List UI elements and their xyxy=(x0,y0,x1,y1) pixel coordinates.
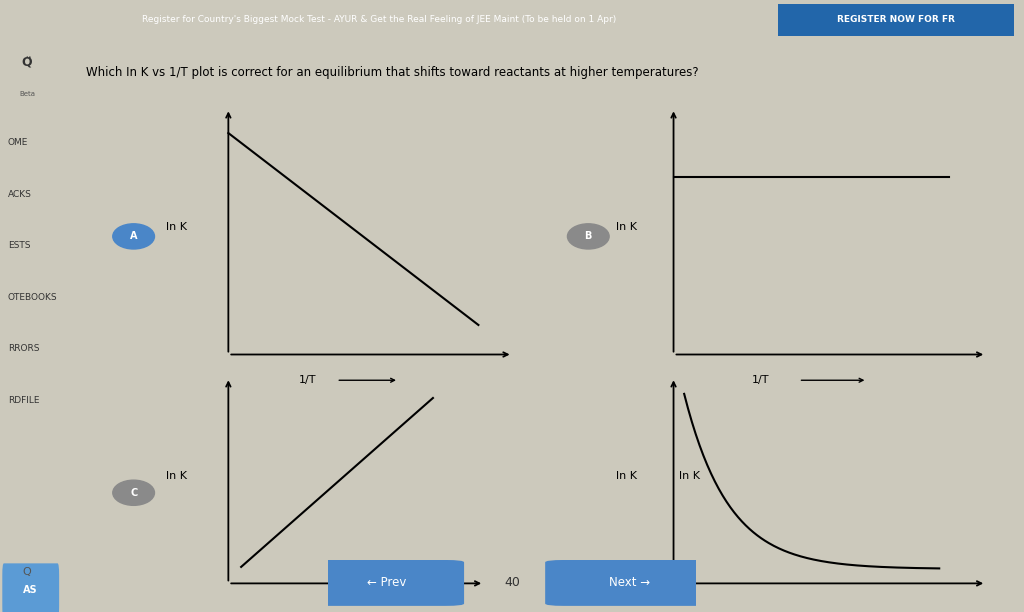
Text: ln K: ln K xyxy=(166,222,186,231)
Text: RDFILE: RDFILE xyxy=(8,396,39,405)
Text: C: C xyxy=(130,488,137,498)
Text: OTEBOOKS: OTEBOOKS xyxy=(8,293,57,302)
Text: ← Prev: ← Prev xyxy=(367,577,407,589)
Text: Beta: Beta xyxy=(18,91,35,97)
Text: ln K: ln K xyxy=(615,222,637,231)
Text: A: A xyxy=(130,231,137,241)
Text: ln K: ln K xyxy=(615,471,637,481)
Text: Which In K vs 1/T plot is correct for an equilibrium that shifts toward reactant: Which In K vs 1/T plot is correct for an… xyxy=(86,65,699,78)
FancyBboxPatch shape xyxy=(309,560,464,606)
Text: 1/T: 1/T xyxy=(299,375,316,385)
Text: REGISTER NOW FOR FR: REGISTER NOW FOR FR xyxy=(837,15,955,24)
Text: Q: Q xyxy=(23,567,32,577)
Circle shape xyxy=(567,224,609,249)
FancyBboxPatch shape xyxy=(2,564,59,612)
Text: OME: OME xyxy=(8,138,28,147)
Text: 40: 40 xyxy=(504,577,520,589)
Text: Q̈: Q̈ xyxy=(22,57,32,70)
Text: RRORS: RRORS xyxy=(8,345,39,353)
Circle shape xyxy=(113,480,155,506)
Text: ACKS: ACKS xyxy=(8,190,32,199)
Text: B: B xyxy=(585,231,592,241)
Text: Register for Country's Biggest Mock Test - AYUR & Get the Real Feeling of JEE Ma: Register for Country's Biggest Mock Test… xyxy=(141,15,616,24)
FancyBboxPatch shape xyxy=(778,4,1014,35)
Text: 1/T: 1/T xyxy=(753,375,770,385)
FancyBboxPatch shape xyxy=(545,560,715,606)
Text: ESTS: ESTS xyxy=(8,241,30,250)
Text: ln K: ln K xyxy=(679,471,699,481)
Circle shape xyxy=(113,224,155,249)
Text: Next →: Next → xyxy=(609,577,650,589)
Text: AS: AS xyxy=(24,585,38,595)
Text: ln K: ln K xyxy=(166,471,186,481)
